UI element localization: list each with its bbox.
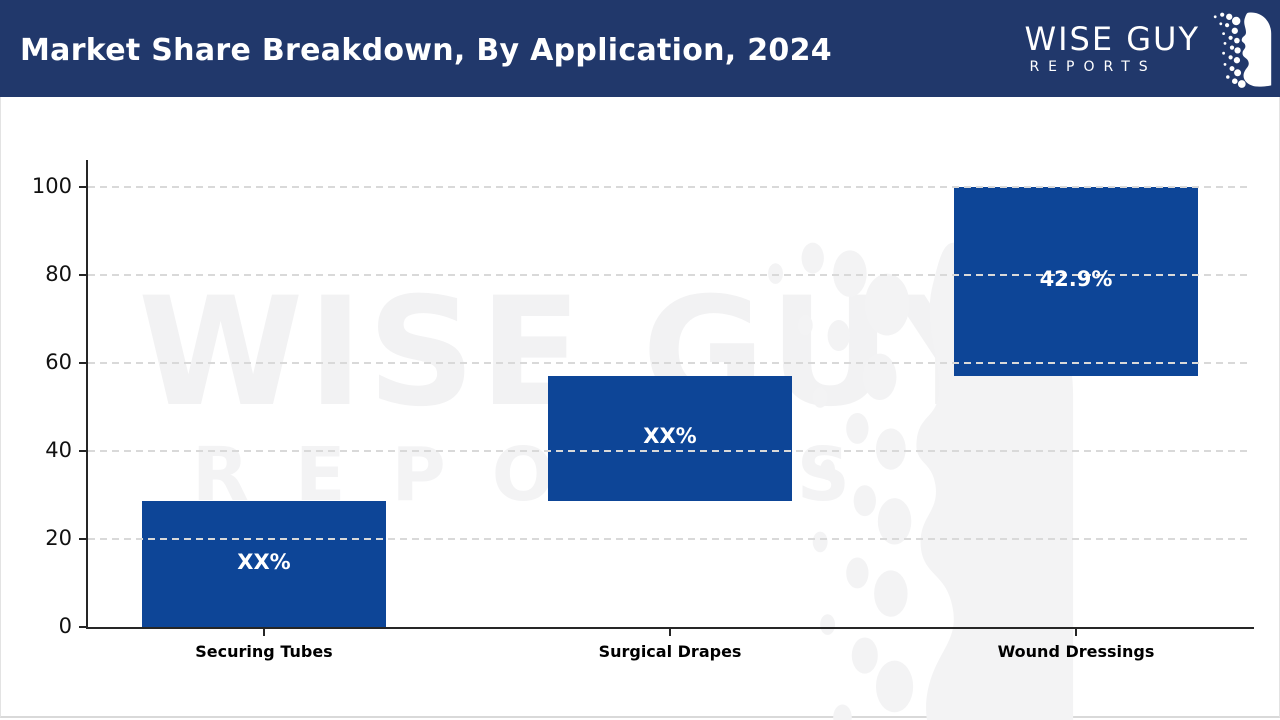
gridline-20 [88, 538, 1252, 540]
y-tick [79, 538, 88, 540]
wiseguy-logo: WISE GUY REPORTS [1024, 6, 1274, 92]
y-tick [79, 274, 88, 276]
x-tick [263, 629, 265, 636]
x-category-label: Wound Dressings [997, 642, 1155, 661]
gridline-40 [88, 450, 1252, 452]
x-category-label: Surgical Drapes [598, 642, 742, 661]
bar-surgical-drapes [548, 375, 792, 502]
y-tick-label: 60 [45, 350, 72, 374]
bar-securing-tubes [142, 501, 386, 627]
gridline-100 [88, 186, 1252, 188]
logo-face-icon [1213, 12, 1272, 88]
x-axis-line [86, 627, 1254, 629]
bar-value-label: 42.9% [1039, 267, 1113, 292]
y-tick-label: 100 [31, 174, 72, 198]
y-tick-label: 80 [45, 262, 72, 286]
logo-name: WISE GUY [1024, 20, 1200, 58]
x-tick [1075, 629, 1077, 636]
x-tick [669, 629, 671, 636]
gridline-80 [88, 274, 1252, 276]
header: Market Share Breakdown, By Application, … [0, 0, 1280, 97]
y-tick-label: 20 [45, 526, 72, 550]
page-title: Market Share Breakdown, By Application, … [20, 33, 832, 68]
y-tick [79, 450, 88, 452]
bar-value-label: XX% [643, 424, 697, 449]
gridline-60 [88, 362, 1252, 364]
y-tick [79, 362, 88, 364]
y-tick [79, 626, 88, 628]
y-tick-label: 40 [45, 438, 72, 462]
logo-wordmark: WISE GUY REPORTS [1024, 23, 1200, 75]
bar-value-label: XX% [237, 550, 291, 575]
y-axis-line [86, 160, 88, 629]
x-category-label: Securing Tubes [195, 642, 333, 661]
y-tick [79, 186, 88, 188]
y-tick-label: 0 [58, 614, 72, 638]
logo-subtitle: REPORTS [1029, 59, 1157, 75]
